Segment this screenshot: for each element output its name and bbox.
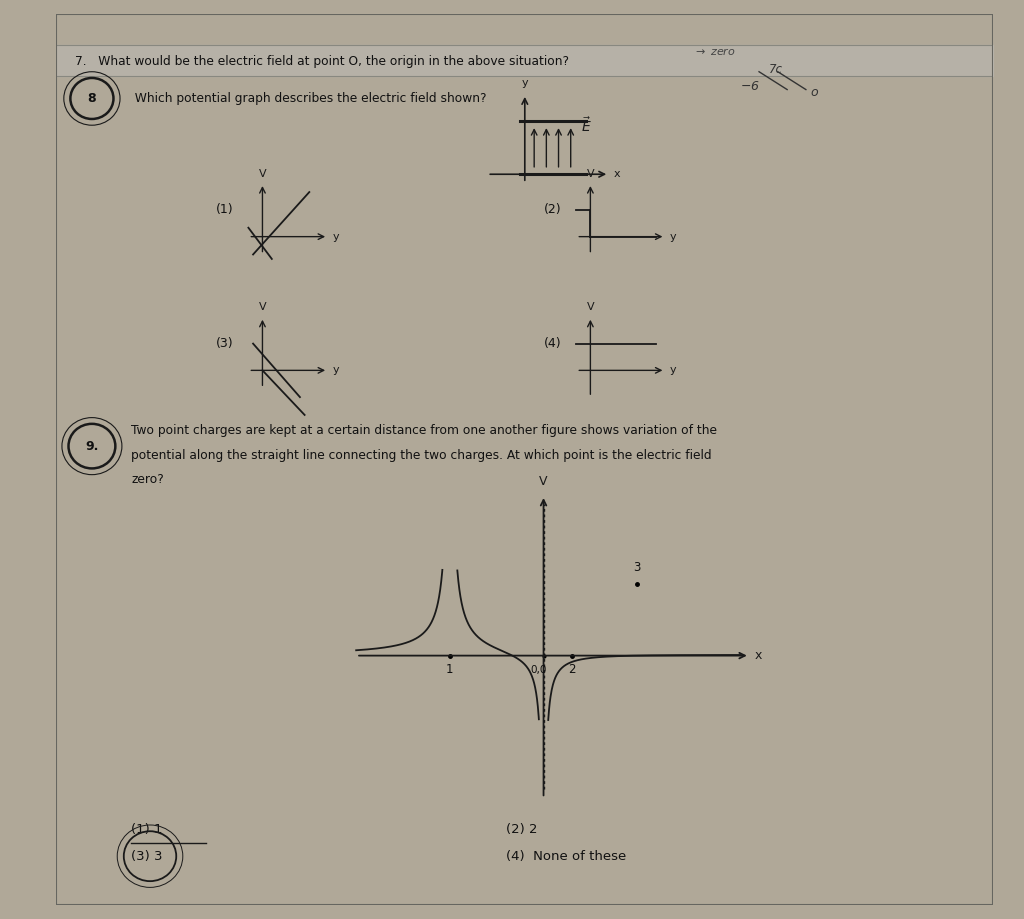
Text: (1): (1): [216, 203, 233, 216]
Text: V: V: [259, 169, 266, 178]
Text: 7.   What would be the electric field at point O, the origin in the above situat: 7. What would be the electric field at p…: [75, 54, 569, 67]
Text: (4): (4): [544, 337, 561, 350]
Text: 8: 8: [88, 92, 96, 105]
Text: V: V: [587, 302, 594, 312]
Text: y: y: [521, 78, 528, 88]
Text: 3: 3: [634, 561, 641, 574]
Text: (2) 2: (2) 2: [506, 823, 538, 836]
Text: Which potential graph describes the electric field shown?: Which potential graph describes the elec…: [127, 92, 486, 105]
Text: (2): (2): [544, 203, 561, 216]
Text: y: y: [670, 232, 677, 242]
Text: 9.: 9.: [85, 439, 98, 453]
Text: V: V: [540, 475, 548, 488]
Text: (3) 3: (3) 3: [131, 850, 163, 863]
Text: x: x: [755, 649, 762, 662]
Text: potential along the straight line connecting the two charges. At which point is : potential along the straight line connec…: [131, 448, 712, 461]
Text: 1: 1: [446, 664, 454, 676]
Text: $\rightarrow$ zero: $\rightarrow$ zero: [693, 46, 736, 57]
Text: Two point charges are kept at a certain distance from one another figure shows v: Two point charges are kept at a certain …: [131, 425, 717, 437]
Text: y: y: [670, 366, 677, 375]
Text: V: V: [259, 302, 266, 312]
Text: (1) 1: (1) 1: [131, 823, 163, 836]
Text: $\vec{E}$: $\vec{E}$: [581, 116, 592, 134]
Text: (3): (3): [216, 337, 233, 350]
Text: 7c: 7c: [768, 62, 782, 75]
Text: y: y: [333, 232, 339, 242]
Text: 0,0: 0,0: [530, 665, 547, 675]
Text: V: V: [587, 169, 594, 178]
Text: y: y: [333, 366, 339, 375]
Text: (4)  None of these: (4) None of these: [506, 850, 627, 863]
Text: 2: 2: [568, 664, 575, 676]
Text: x: x: [613, 169, 621, 179]
Text: $-$6: $-$6: [740, 80, 760, 94]
Text: zero?: zero?: [131, 472, 164, 485]
Text: o: o: [811, 85, 818, 98]
